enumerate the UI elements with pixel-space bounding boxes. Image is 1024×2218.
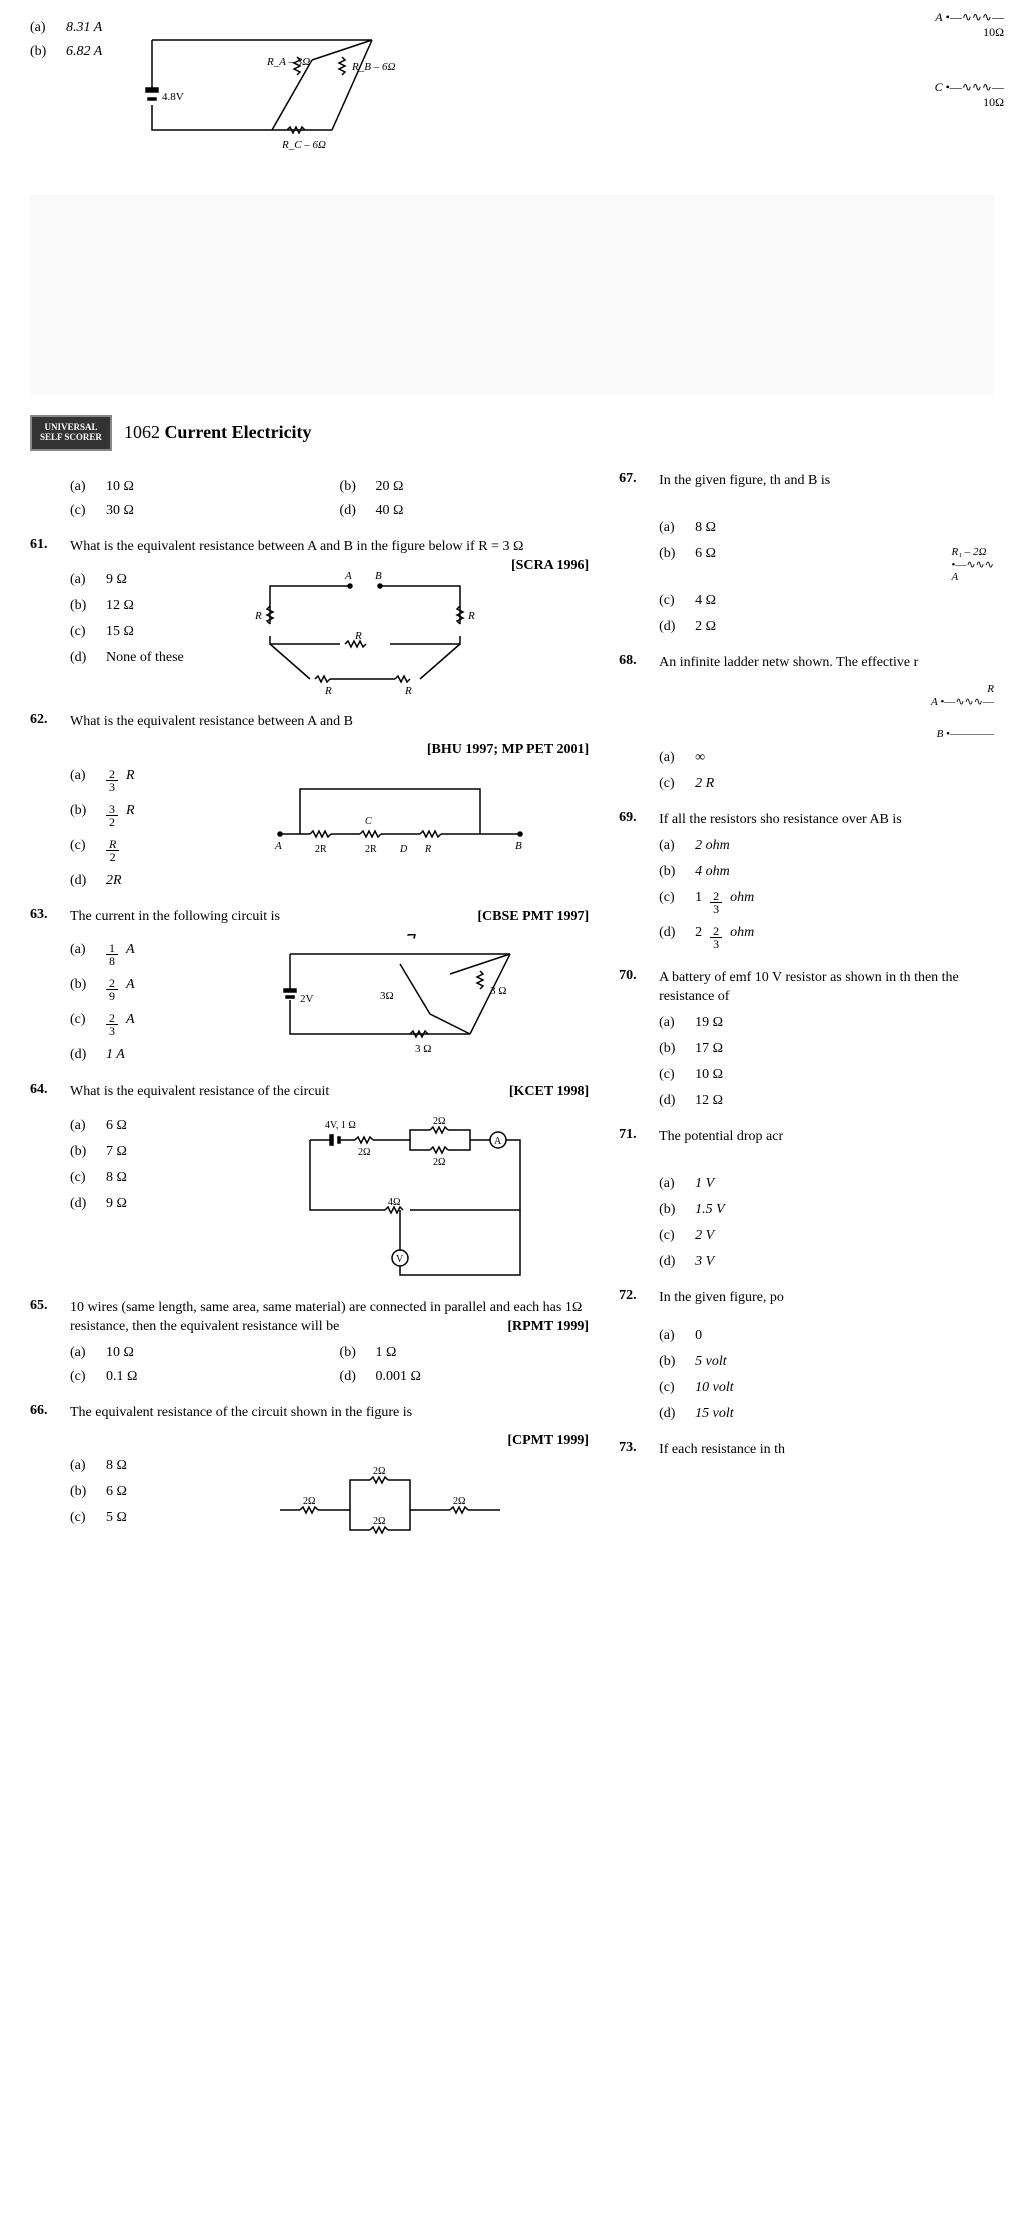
page-break-gap: [30, 195, 994, 395]
svg-text:2Ω: 2Ω: [358, 1147, 370, 1158]
svg-text:2Ω: 2Ω: [303, 1496, 315, 1507]
right-column: 67. In the given figure, th and B is (a)…: [619, 471, 994, 1568]
question-72: 72. In the given figure, po (a)0 (b)5 vo…: [619, 1288, 994, 1422]
svg-text:4Ω: 4Ω: [388, 1197, 400, 1208]
label-10ohm-1: 10Ω: [983, 25, 1004, 39]
svg-text:R: R: [324, 685, 332, 694]
svg-text:3 Ω: 3 Ω: [490, 985, 506, 997]
svg-text:R_C – 6Ω: R_C – 6Ω: [281, 139, 326, 150]
svg-text:R_B – 6Ω: R_B – 6Ω: [351, 61, 395, 73]
question-66: 66. The equivalent resistance of the cir…: [30, 1403, 589, 1550]
label-10ohm-2: 10Ω: [983, 95, 1004, 109]
left-column: (a)10 Ω (b)20 Ω (c)30 Ω (d)40 Ω 61. What…: [30, 471, 589, 1568]
svg-text:A: A: [494, 1136, 502, 1147]
q60-options: (a)10 Ω (b)20 Ω (c)30 Ω (d)40 Ω: [30, 471, 589, 519]
question-73: 73. If each resistance in th: [619, 1440, 994, 1468]
svg-text:2Ω: 2Ω: [433, 1116, 445, 1127]
question-61: 61. What is the equivalent resistance be…: [30, 537, 589, 695]
svg-text:D: D: [399, 844, 408, 855]
svg-text:V: V: [396, 1254, 404, 1265]
svg-text:2R: 2R: [315, 844, 327, 855]
q61-circuit: A B: [210, 564, 511, 694]
svg-text:R: R: [254, 610, 262, 622]
scorer-badge: UNIVERSAL SELF SCORER: [30, 415, 112, 451]
svg-text:C: C: [365, 816, 372, 827]
question-64: 64. What is the equivalent resistance of…: [30, 1082, 589, 1280]
question-68: 68. An infinite ladder netw shown. The e…: [619, 653, 994, 792]
svg-text:3Ω: 3Ω: [380, 990, 394, 1002]
top-right-fragment: A •—∿∿∿—10Ω C •—∿∿∿—10Ω: [935, 10, 1004, 110]
question-69: 69. If all the resistors sho resistance …: [619, 810, 994, 950]
label-c: C: [935, 80, 943, 94]
svg-text:3 Ω: 3 Ω: [415, 1043, 431, 1055]
svg-text:2V: 2V: [300, 993, 314, 1005]
question-62: 62. What is the equivalent resistance be…: [30, 712, 589, 888]
q64-circuit: 4V, 1 Ω 2Ω 2Ω: [210, 1110, 589, 1280]
question-63: 63. The current in the following circuit…: [30, 907, 589, 1065]
question-67: 67. In the given figure, th and B is (a)…: [619, 471, 994, 636]
svg-text:2Ω: 2Ω: [373, 1466, 385, 1477]
svg-text:2Ω: 2Ω: [373, 1516, 385, 1527]
q66-circuit: 2Ω 2Ω 2Ω 2Ω: [210, 1450, 589, 1550]
svg-text:A: A: [274, 840, 282, 852]
svg-text:A: A: [344, 570, 352, 582]
svg-text:2R: 2R: [365, 844, 377, 855]
svg-text:2Ω: 2Ω: [433, 1157, 445, 1168]
svg-text:R: R: [424, 844, 431, 855]
top-option-a: (a) 8.31 A: [30, 20, 102, 36]
chapter-title: 1062 Current Electricity: [124, 422, 312, 443]
label-a: A: [935, 10, 942, 24]
q62-circuit: A B 2R 2R: [210, 760, 589, 889]
svg-text:4V, 1 Ω: 4V, 1 Ω: [325, 1120, 356, 1131]
top-option-b: (b) 6.82 A: [30, 44, 102, 60]
chapter-header: UNIVERSAL SELF SCORER 1062 Current Elect…: [30, 415, 994, 451]
question-70: 70. A battery of emf 10 V resistor as sh…: [619, 968, 994, 1109]
svg-text:R_A – 3Ω: R_A – 3Ω: [266, 56, 310, 68]
top-section: (a) 8.31 A (b) 6.82 A 4.8V R_A – 3: [30, 20, 994, 155]
svg-text:R: R: [354, 630, 362, 642]
question-65: 65. 10 wires (same length, same area, sa…: [30, 1298, 589, 1385]
svg-text:2Ω: 2Ω: [453, 1496, 465, 1507]
voltage-label: 4.8V: [162, 91, 184, 103]
question-71: 71. The potential drop acr (a)1 V (b)1.5…: [619, 1127, 994, 1271]
svg-text:R: R: [467, 610, 475, 622]
svg-text:B: B: [375, 570, 382, 582]
q63-circuit: 2V 3Ω 3 Ω 3 Ω: [210, 934, 589, 1064]
top-circuit: 4.8V R_A – 3Ω R_B – 6Ω R_C – 6Ω: [132, 20, 412, 155]
svg-text:R: R: [404, 685, 412, 694]
svg-text:B: B: [515, 840, 522, 852]
